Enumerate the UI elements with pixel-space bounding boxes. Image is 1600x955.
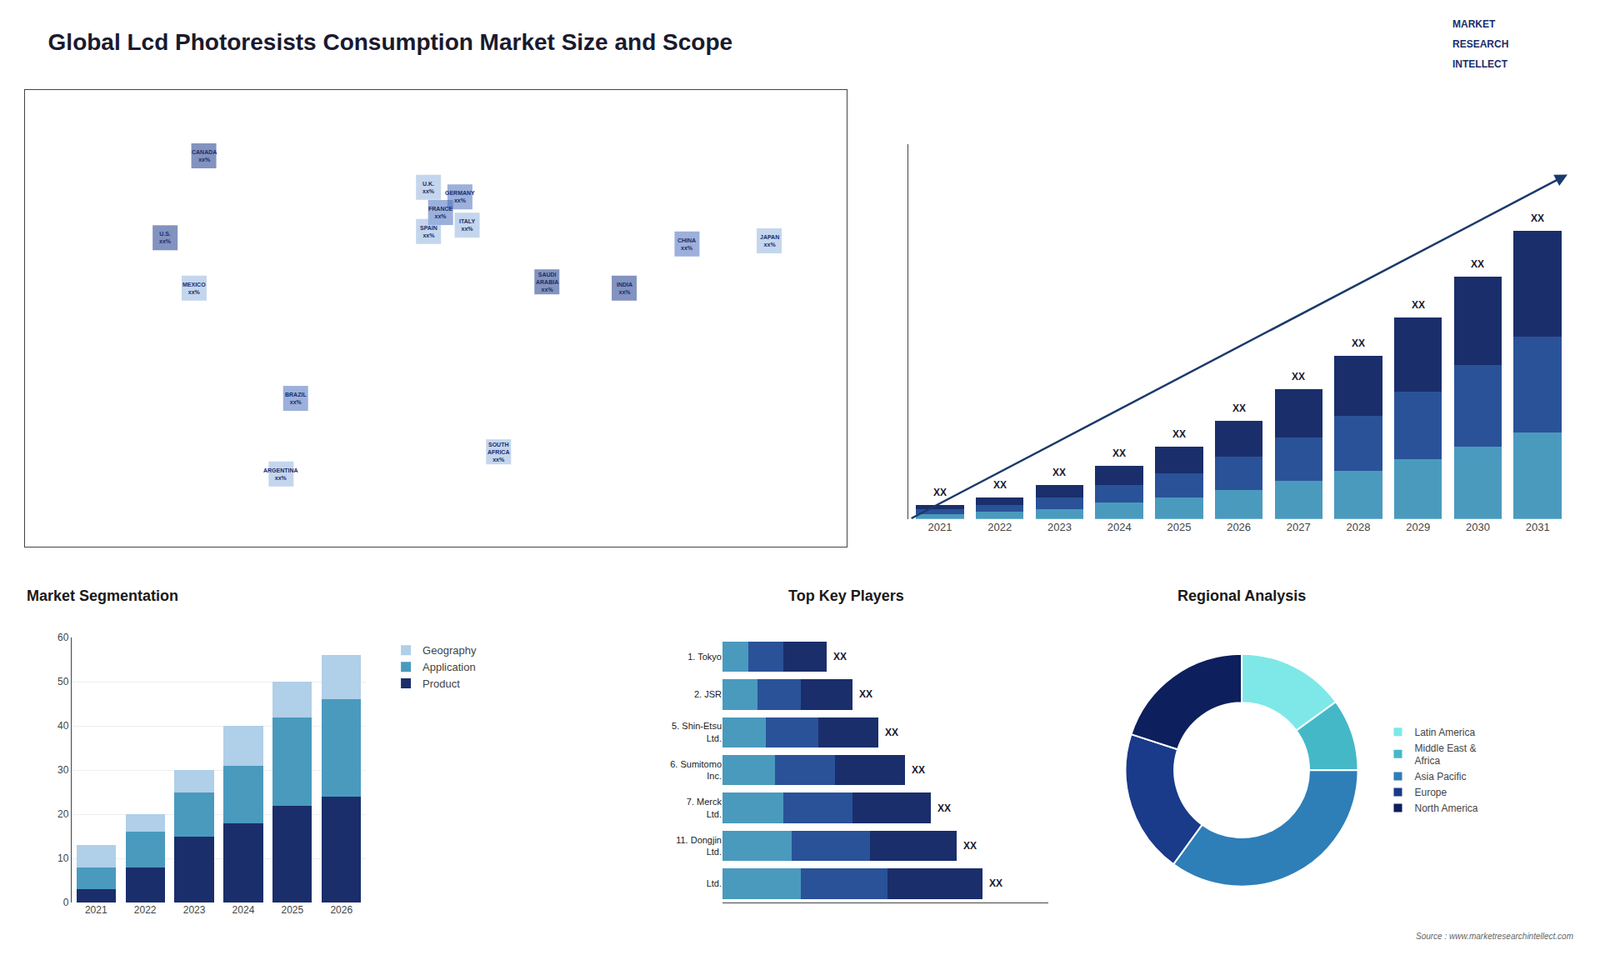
svg-text:XX: XX (993, 479, 1007, 491)
svg-text:2024: 2024 (232, 904, 255, 916)
svg-text:XX: XX (833, 650, 847, 663)
svg-text:Europe: Europe (1415, 786, 1448, 799)
svg-text:XX: XX (1530, 212, 1545, 225)
svg-text:INTELLECT: INTELLECT (1452, 58, 1509, 70)
svg-text:Market Segmentation: Market Segmentation (26, 587, 179, 605)
svg-text:XX: XX (885, 726, 899, 739)
svg-text:60: 60 (57, 631, 70, 644)
svg-text:2. JSR: 2. JSR (694, 689, 722, 700)
svg-text:7. MerckLtd.: 7. MerckLtd. (686, 796, 723, 819)
svg-text:XX: XX (1351, 337, 1365, 350)
svg-text:XX: XX (1052, 466, 1066, 479)
svg-text:Ltd.: Ltd. (706, 878, 722, 889)
svg-text:SAUDIARABIAxx%: SAUDIARABIAxx% (535, 271, 559, 293)
svg-text:50: 50 (57, 675, 70, 688)
svg-text:XX: XX (963, 840, 977, 852)
svg-text:CHINAxx%: CHINAxx% (677, 237, 696, 251)
svg-text:JAPANxx%: JAPANxx% (760, 234, 780, 248)
svg-text:SOUTHAFRICAxx%: SOUTHAFRICAxx% (487, 441, 510, 463)
svg-text:U.K.xx%: U.K.xx% (422, 180, 435, 195)
svg-text:BRAZILxx%: BRAZILxx% (285, 391, 307, 405)
svg-text:2025: 2025 (280, 904, 304, 916)
svg-text:2023: 2023 (1047, 520, 1072, 534)
svg-text:6. SumitomoInc.: 6. SumitomoInc. (670, 759, 722, 781)
svg-text:2022: 2022 (987, 520, 1012, 534)
svg-text:North America: North America (1415, 802, 1479, 815)
svg-text:Middle East &Africa: Middle East &Africa (1415, 742, 1477, 768)
svg-text:ITALYxx%: ITALYxx% (459, 218, 475, 232)
svg-text:XX: XX (933, 486, 947, 499)
svg-text:Application: Application (422, 660, 476, 674)
svg-text:GERMANYxx%: GERMANYxx% (445, 190, 475, 204)
svg-text:XX: XX (1411, 299, 1425, 311)
svg-text:2025: 2025 (1166, 520, 1191, 534)
svg-text:XX: XX (937, 802, 951, 815)
svg-text:0: 0 (63, 896, 70, 909)
svg-text:2023: 2023 (183, 904, 206, 916)
svg-text:Source : www.marketresearchint: Source : www.marketresearchintellect.com (1415, 931, 1574, 941)
svg-text:XX: XX (859, 688, 873, 700)
svg-text:ARGENTINAxx%: ARGENTINAxx% (263, 467, 299, 481)
svg-text:XX: XX (1232, 402, 1246, 415)
svg-text:40: 40 (57, 720, 70, 732)
svg-text:2022: 2022 (134, 904, 157, 916)
svg-text:2027: 2027 (1286, 520, 1311, 534)
svg-text:2029: 2029 (1405, 520, 1430, 534)
svg-text:2024: 2024 (1107, 520, 1132, 534)
svg-text:XX: XX (1470, 258, 1485, 270)
svg-text:Asia Pacific: Asia Pacific (1415, 770, 1467, 783)
svg-text:Latin America: Latin America (1415, 726, 1476, 739)
svg-text:XX: XX (989, 877, 1003, 890)
svg-text:U.S.xx%: U.S.xx% (159, 230, 172, 245)
svg-text:FRANCExx%: FRANCExx% (428, 205, 453, 220)
svg-text:2031: 2031 (1525, 520, 1550, 534)
svg-text:20: 20 (57, 808, 70, 820)
svg-text:10: 10 (57, 852, 70, 865)
svg-text:Global Lcd Photoresists Consum: Global Lcd Photoresists Consumption Mark… (48, 29, 733, 55)
svg-text:XX: XX (1172, 428, 1186, 440)
svg-text:Top Key Players: Top Key Players (788, 587, 905, 605)
svg-text:2026: 2026 (330, 904, 353, 916)
svg-text:MEXICOxx%: MEXICOxx% (182, 281, 206, 295)
svg-text:XX: XX (1291, 370, 1305, 383)
svg-text:2028: 2028 (1346, 520, 1371, 534)
svg-text:11. DongjinLtd.: 11. DongjinLtd. (675, 835, 722, 857)
svg-text:2021: 2021 (928, 520, 953, 534)
svg-text:2026: 2026 (1226, 520, 1251, 534)
svg-text:SPAINxx%: SPAINxx% (420, 225, 438, 239)
svg-text:INDIAxx%: INDIAxx% (616, 281, 633, 295)
svg-text:Product: Product (422, 677, 460, 690)
svg-text:5. Shin-EtsuLtd.: 5. Shin-EtsuLtd. (671, 720, 722, 743)
svg-text:30: 30 (57, 764, 70, 776)
svg-text:2021: 2021 (85, 904, 108, 916)
svg-text:XX: XX (1112, 447, 1126, 460)
svg-text:RESEARCH: RESEARCH (1452, 38, 1509, 50)
svg-text:CANADAxx%: CANADAxx% (191, 149, 217, 163)
svg-text:2030: 2030 (1465, 520, 1490, 534)
svg-text:MARKET: MARKET (1452, 18, 1496, 30)
svg-text:1. Tokyo: 1. Tokyo (687, 651, 722, 662)
svg-text:Geography: Geography (422, 644, 477, 657)
svg-text:Regional Analysis: Regional Analysis (1177, 587, 1306, 605)
svg-text:XX: XX (911, 764, 925, 776)
